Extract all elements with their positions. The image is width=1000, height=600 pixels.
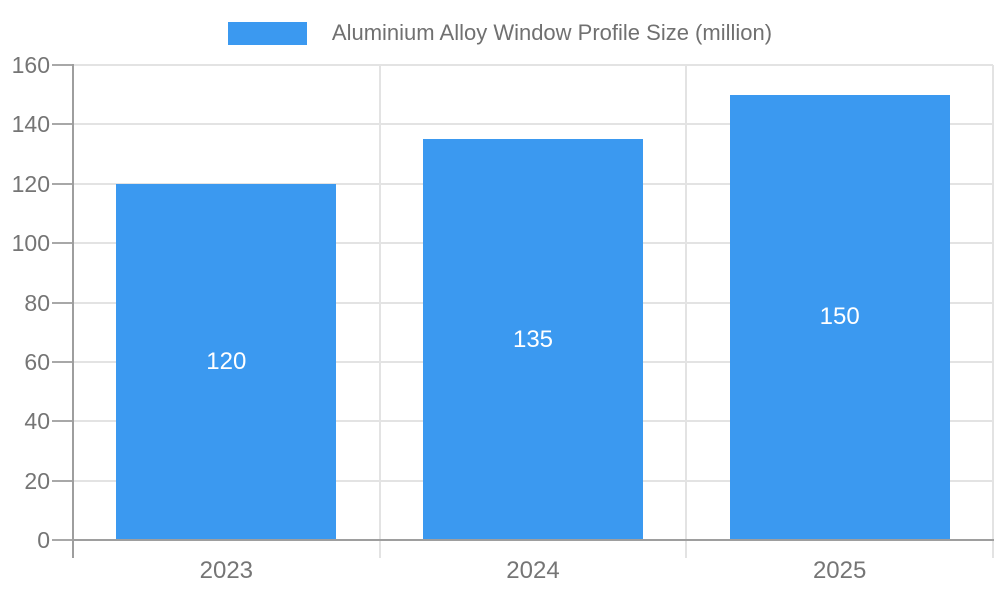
- x-tick-label: 2024: [506, 557, 560, 584]
- y-axis-tick: [52, 64, 73, 66]
- y-tick-label: 40: [24, 408, 50, 435]
- x-tick-label: 2023: [199, 557, 254, 584]
- bar-value-label: 150: [819, 303, 860, 331]
- bar-value-label: 135: [512, 325, 554, 353]
- y-axis-line: [72, 64, 74, 558]
- bar-value-label: 120: [206, 347, 247, 375]
- y-tick-label: 0: [37, 527, 50, 553]
- y-tick-label: 140: [11, 111, 50, 138]
- bar: [116, 183, 337, 540]
- legend-label: Aluminium Alloy Window Profile Size (mil…: [331, 20, 773, 45]
- y-tick-label: 100: [11, 230, 50, 257]
- y-tick-label: 20: [24, 467, 50, 494]
- y-tick-label: 80: [24, 289, 50, 316]
- legend: Aluminium Alloy Window Profile Size (mil…: [0, 20, 1000, 46]
- y-axis-tick: [52, 420, 73, 423]
- h-gridline: [73, 123, 993, 126]
- h-gridline: [73, 64, 993, 66]
- y-axis-tick: [52, 479, 73, 482]
- y-axis-tick: [52, 301, 73, 304]
- y-axis-tick: [52, 242, 73, 245]
- y-axis-tick: [52, 360, 73, 363]
- legend-swatch: [227, 21, 307, 45]
- y-axis-tick: [52, 182, 73, 185]
- v-gridline: [992, 65, 994, 558]
- x-tick-label: 2025: [812, 557, 867, 584]
- x-axis-line: [72, 539, 994, 541]
- y-tick-label: 60: [24, 348, 50, 375]
- v-gridline: [378, 65, 381, 558]
- bar: [423, 139, 643, 540]
- y-tick-label: 120: [11, 170, 50, 197]
- bar: [729, 94, 950, 540]
- y-axis-tick: [52, 123, 73, 126]
- v-gridline: [685, 65, 688, 558]
- y-axis-tick: [52, 539, 73, 541]
- y-tick-label: 160: [11, 52, 50, 78]
